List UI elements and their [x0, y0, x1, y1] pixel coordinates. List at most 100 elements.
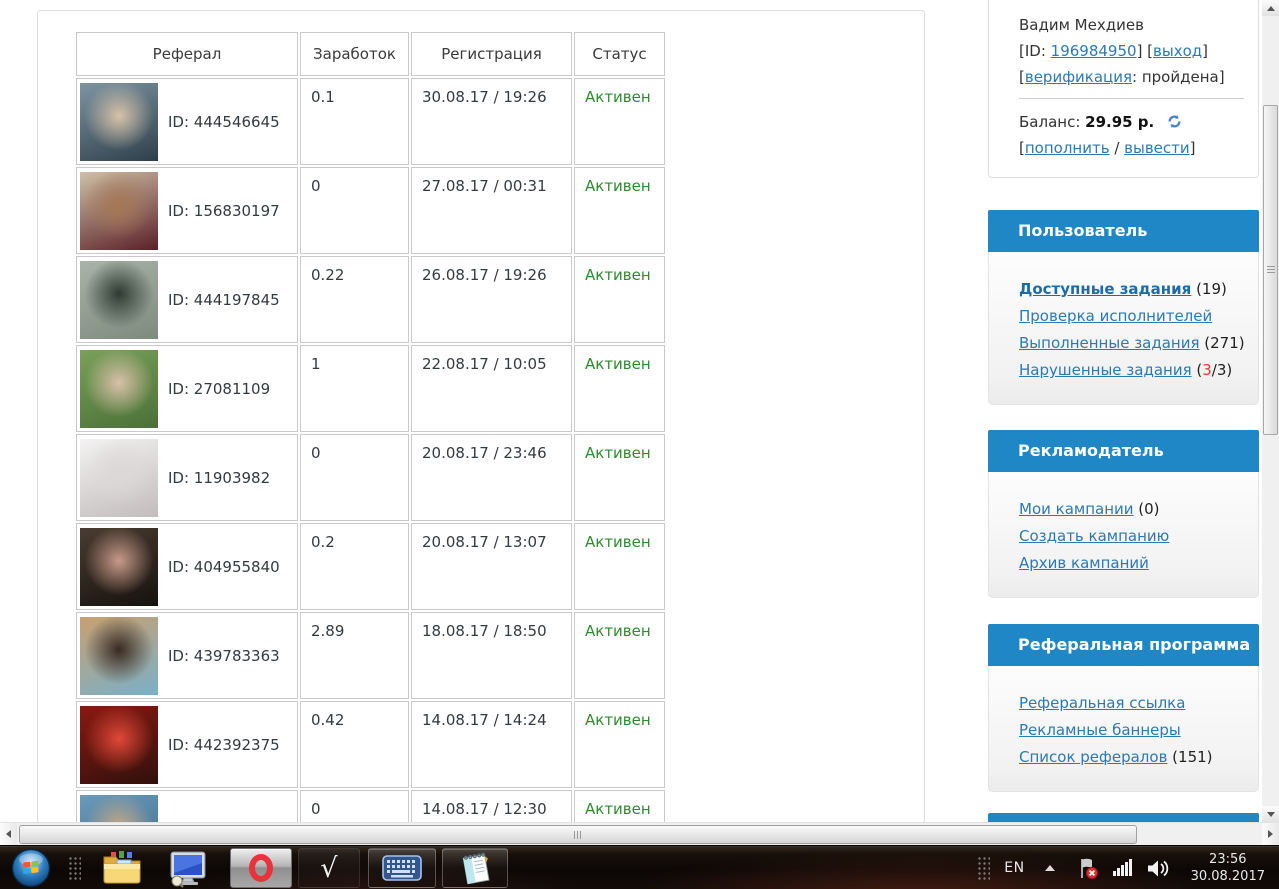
account-id-line: [ID: 196984950] [выход] [1019, 38, 1244, 64]
explorer-folder-icon[interactable] [102, 850, 142, 886]
network-signal-icon[interactable] [1112, 859, 1133, 877]
column-header-earnings: Заработок [300, 32, 409, 76]
table-row: ID: 444546645 0.1 30.08.17 / 19:26 Актив… [76, 78, 665, 165]
computer-icon[interactable] [166, 850, 210, 888]
scroll-right-button[interactable] [1262, 823, 1279, 845]
referral-id: ID: 442392375 [168, 735, 280, 754]
start-button[interactable] [11, 848, 51, 888]
sidebar-link[interactable]: Рекламные баннеры [1019, 721, 1181, 739]
withdraw-link[interactable]: вывести [1124, 139, 1190, 157]
referral-avatar[interactable] [80, 527, 158, 606]
notepad-icon [462, 852, 490, 885]
referral-cell: ID: 444546645 [76, 78, 298, 165]
column-header-registration: Регистрация [411, 32, 572, 76]
referral-status: Активен [574, 434, 665, 521]
sidebar-link[interactable]: Доступные задания [1019, 280, 1192, 298]
opera-taskbar-button[interactable] [230, 848, 292, 888]
language-indicator[interactable]: EN [1004, 860, 1025, 876]
clock[interactable]: 23:56 30.08.2017 [1191, 851, 1265, 885]
referrals-table: Реферал Заработок Регистрация Статус ID:… [74, 30, 667, 859]
sidebar-link-row: Мои кампании (0) [1019, 496, 1250, 523]
referral-avatar[interactable] [80, 171, 158, 250]
sidebar-link[interactable]: Выполненные задания [1019, 334, 1200, 352]
horizontal-scrollbar-thumb[interactable] [19, 825, 1137, 844]
keyboard-icon [382, 855, 422, 881]
referral-earnings: 0.2 [300, 523, 409, 610]
referral-avatar[interactable] [80, 705, 158, 784]
referral-id: ID: 404955840 [168, 557, 280, 576]
vertical-scrollbar[interactable] [1262, 0, 1279, 822]
sidebar-link[interactable]: Проверка исполнителей [1019, 307, 1213, 325]
horizontal-scrollbar[interactable] [0, 822, 1279, 845]
referral-registration: 27.08.17 / 00:31 [411, 167, 572, 254]
referral-cell: ID: 442392375 [76, 701, 298, 788]
table-row: ID: 156830197 0 27.08.17 / 00:31 Активен [76, 167, 665, 254]
table-row: ID: 11903982 0 20.08.17 / 23:46 Активен [76, 434, 665, 521]
referral-avatar[interactable] [80, 349, 158, 428]
sidebar-link[interactable]: Реферальная ссылка [1019, 694, 1186, 712]
sidebar-link[interactable]: Список рефералов [1019, 748, 1168, 766]
verification-line: [верификация: пройдена] [1019, 64, 1244, 90]
sqrt-icon: √ [320, 852, 338, 884]
referral-earnings: 0.42 [300, 701, 409, 788]
account-id-link[interactable]: 196984950 [1050, 42, 1137, 60]
referral-cell: ID: 444197845 [76, 256, 298, 343]
sidebar-link[interactable]: Нарушенные задания [1019, 361, 1192, 379]
verification-link[interactable]: верификация [1024, 68, 1133, 86]
referral-cell: ID: 404955840 [76, 523, 298, 610]
referral-avatar[interactable] [80, 438, 158, 517]
referral-earnings: 0.22 [300, 256, 409, 343]
section-title: Пользователь [988, 210, 1259, 252]
sidebar-link[interactable]: Создать кампанию [1019, 527, 1170, 545]
taskbar-grip-icon [977, 856, 991, 880]
referral-avatar[interactable] [80, 260, 158, 339]
referral-cell: ID: 156830197 [76, 167, 298, 254]
referral-avatar[interactable] [80, 82, 158, 161]
referral-id: ID: 439783363 [168, 646, 280, 665]
referral-earnings: 0 [300, 167, 409, 254]
bracket-text: ] [1189, 139, 1196, 157]
refresh-balance-icon[interactable] [1167, 114, 1182, 129]
section-title: Реферальная программа [988, 624, 1259, 666]
sidebar-link[interactable]: Архив кампаний [1019, 554, 1149, 572]
referral-status: Активен [574, 701, 665, 788]
sqrt-app-taskbar-button[interactable]: √ [298, 848, 360, 888]
referral-id: ID: 444546645 [168, 112, 280, 131]
volume-icon[interactable] [1147, 859, 1171, 878]
referral-registration: 20.08.17 / 23:46 [411, 434, 572, 521]
bracket-text: / [1109, 139, 1125, 157]
scroll-down-button[interactable] [1262, 806, 1279, 822]
notepad-taskbar-button[interactable] [442, 848, 508, 888]
referrals-panel: Реферал Заработок Регистрация Статус ID:… [37, 10, 925, 860]
on-screen-keyboard-taskbar-button[interactable] [368, 848, 436, 888]
action-center-flag-icon[interactable] [1077, 857, 1099, 880]
balance-label: Баланс: [1019, 113, 1086, 131]
clock-time: 23:56 [1209, 852, 1247, 867]
scroll-left-button[interactable] [0, 823, 17, 845]
referral-status: Активен [574, 167, 665, 254]
scroll-up-button[interactable] [1262, 0, 1279, 16]
vertical-scrollbar-thumb[interactable] [1263, 105, 1278, 435]
sidebar-section: Рекламодатель Мои кампании (0) Создать ка… [988, 430, 1259, 598]
taskbar: √ [0, 845, 1279, 889]
sidebar-link[interactable]: Мои кампании [1019, 500, 1134, 518]
table-row: ID: 404955840 0.2 20.08.17 / 13:07 Актив… [76, 523, 665, 610]
arrow-down-icon [1266, 811, 1275, 817]
show-hidden-icons-chevron-icon[interactable] [1044, 865, 1055, 871]
logout-link[interactable]: выход [1153, 42, 1203, 60]
referral-id: ID: 444197845 [168, 290, 280, 309]
sidebar-link-row: Выполненные задания (271) [1019, 330, 1250, 357]
topup-link[interactable]: пополнить [1024, 139, 1110, 157]
referral-id: ID: 11903982 [168, 468, 271, 487]
referral-registration: 14.08.17 / 14:24 [411, 701, 572, 788]
referral-avatar[interactable] [80, 616, 158, 695]
referral-status: Активен [574, 256, 665, 343]
sidebar-link-row: Создать кампанию [1019, 523, 1250, 550]
sidebar-link-row: Список рефералов (151) [1019, 744, 1250, 771]
section-title: Рекламодатель [988, 430, 1259, 472]
sidebar-section: Пользователь Доступные задания (19) Прове… [988, 210, 1259, 405]
referral-registration: 18.08.17 / 18:50 [411, 612, 572, 699]
arrow-up-icon [1266, 5, 1275, 11]
bracket-text: ] [1202, 42, 1209, 60]
